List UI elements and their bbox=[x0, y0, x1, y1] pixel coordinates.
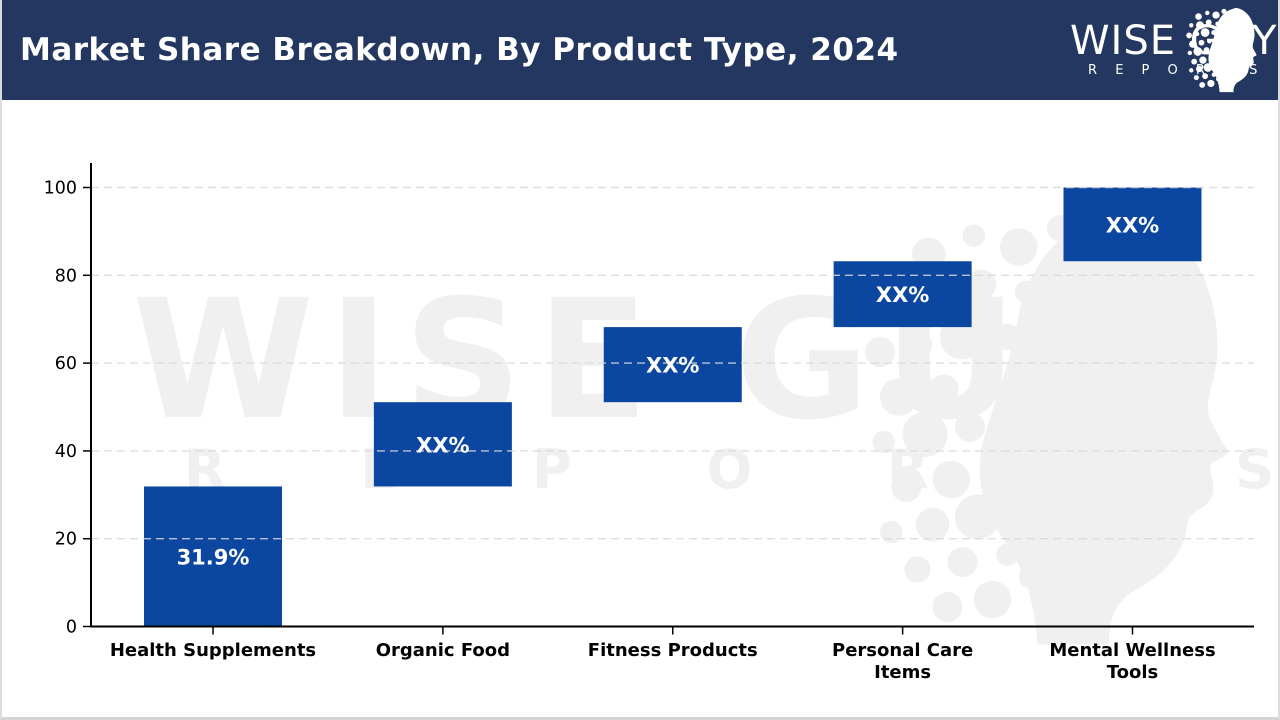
bar-value-label: XX% bbox=[646, 354, 699, 378]
x-axis-category-label: Organic Food bbox=[376, 640, 510, 661]
x-axis-category-label: Health Supplements bbox=[110, 640, 316, 661]
bar-value-label: XX% bbox=[416, 433, 469, 457]
bar bbox=[144, 486, 282, 627]
bar-value-label: 31.9% bbox=[177, 545, 250, 569]
bar-value-label: XX% bbox=[876, 283, 929, 307]
bar-value-label: XX% bbox=[1106, 213, 1159, 237]
bar bbox=[373, 402, 512, 487]
chart-title: Market Share Breakdown, By Product Type,… bbox=[20, 32, 899, 68]
x-axis-category-label: Fitness Products bbox=[588, 640, 758, 661]
bar bbox=[1063, 187, 1202, 262]
x-axis-category-label: Personal Care bbox=[832, 640, 973, 661]
y-axis-tick-label: 60 bbox=[55, 354, 77, 374]
bar bbox=[603, 327, 742, 403]
wiseguy-logo: WISE GUY R E P O R T S bbox=[1026, 0, 1276, 100]
header-band: Market Share Breakdown, By Product Type,… bbox=[2, 0, 1278, 100]
x-axis-category-label: Mental Wellness bbox=[1049, 640, 1215, 661]
x-axis-category-label: Items bbox=[874, 662, 931, 683]
y-axis-tick-label: 80 bbox=[55, 266, 77, 286]
bar bbox=[833, 261, 972, 328]
y-axis-tick-label: 100 bbox=[44, 179, 77, 199]
y-axis-tick-label: 40 bbox=[55, 442, 77, 462]
y-axis-tick-label: 0 bbox=[66, 618, 77, 638]
face-profile-icon bbox=[1184, 6, 1264, 94]
x-axis-category-label: Tools bbox=[1107, 662, 1159, 683]
y-axis-tick-label: 20 bbox=[55, 530, 77, 550]
